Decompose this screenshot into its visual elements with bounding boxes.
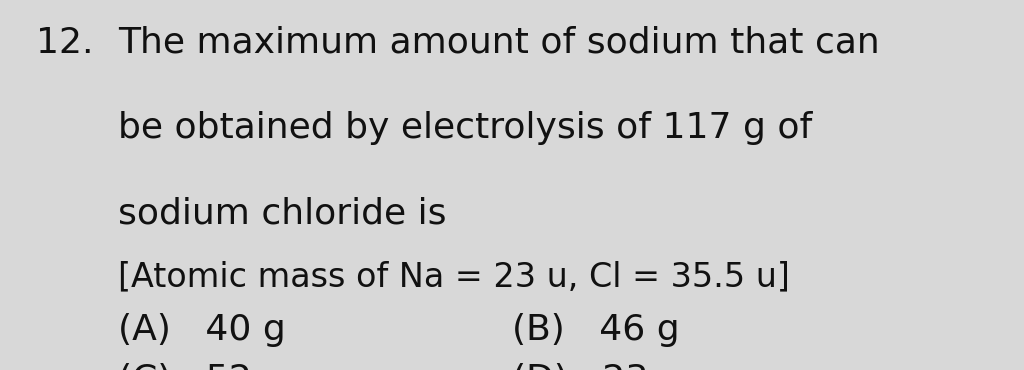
Text: The maximum amount of sodium that can: The maximum amount of sodium that can (118, 26, 880, 60)
Text: be obtained by electrolysis of 117 g of: be obtained by electrolysis of 117 g of (118, 111, 812, 145)
Text: [Atomic mass of Na = 23 u, Cl = 35.5 u]: [Atomic mass of Na = 23 u, Cl = 35.5 u] (118, 261, 790, 294)
Text: (B)   46 g: (B) 46 g (512, 313, 680, 347)
Text: 12.: 12. (36, 26, 93, 60)
Text: (D)   23 g: (D) 23 g (512, 363, 683, 370)
Text: (C)   52 g: (C) 52 g (118, 363, 286, 370)
Text: (A)   40 g: (A) 40 g (118, 313, 286, 347)
Text: sodium chloride is: sodium chloride is (118, 196, 446, 230)
